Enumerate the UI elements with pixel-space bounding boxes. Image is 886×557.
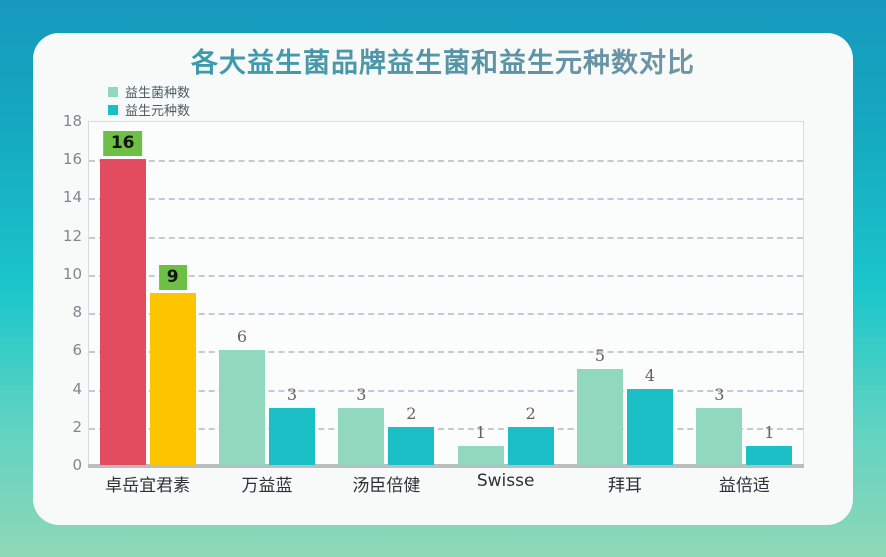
bars-layer: 16 9 6 3 3 2 1 2 5 4 3 1	[88, 121, 804, 465]
bar[interactable]: 5	[577, 346, 623, 465]
bar[interactable]: 3	[696, 385, 743, 465]
bar-value-label: 1	[764, 422, 775, 442]
bar-value-label: 4	[644, 365, 656, 385]
bar[interactable]: 2	[507, 404, 554, 465]
gridline	[89, 198, 803, 201]
y-axis-tick-label: 6	[72, 341, 82, 360]
legend-label: 益生菌种数	[125, 86, 191, 101]
bar-value-label: 3	[286, 384, 298, 404]
x-axis-tick-label: 卓岳宜君素	[105, 476, 191, 496]
bar-value-label: 5	[594, 346, 606, 366]
bar[interactable]: 4	[627, 366, 673, 465]
legend-item-1[interactable]: 益生菌种数	[108, 83, 191, 101]
bar[interactable]: 6	[219, 327, 265, 465]
bar-value-label: 16	[102, 131, 143, 157]
x-axis-tick-label: 拜耳	[608, 476, 642, 496]
bar-value-label: 2	[406, 403, 417, 423]
y-axis-tick-label: 16	[62, 150, 82, 169]
gridline	[89, 389, 803, 392]
gridline	[89, 274, 803, 277]
page-title: 各大益生菌品牌益生菌和益生元种数对比	[33, 41, 853, 80]
chart-legend: 益生菌种数益生元种数	[108, 83, 190, 119]
plot-area	[88, 121, 804, 465]
gridline	[89, 236, 803, 239]
chart-card: 各大益生菌品牌益生菌和益生元种数对比 益生菌种数 益生元种数 0 2 4 6 8 10 12 1…	[33, 33, 853, 525]
y-axis-tick-label: 8	[72, 303, 82, 322]
x-axis-tick-label: 汤臣倍健	[352, 476, 421, 496]
axis-baseline	[88, 464, 804, 468]
x-axis: 卓岳宜君素 万益蓝 汤臣倍健 Swisse 拜耳 益倍适	[88, 471, 804, 505]
gridline	[89, 313, 803, 316]
y-axis-tick-label: 10	[62, 264, 82, 283]
legend-swatch-icon	[108, 86, 118, 97]
bar-value-label: 1	[475, 422, 486, 442]
bar[interactable]: 1	[457, 423, 504, 465]
bar-value-label: 2	[525, 403, 536, 423]
gridline	[89, 427, 803, 430]
y-axis-tick-label: 18	[62, 112, 82, 130]
y-axis: 0 2 4 6 8 10 12 14 16 18	[38, 112, 82, 474]
x-axis-tick-label: Swisse	[476, 471, 535, 491]
bar-value-label: 3	[714, 384, 725, 404]
legend-item-2[interactable]: 益生元种数	[108, 101, 191, 119]
bar-value-label: 6	[236, 327, 248, 347]
legend-label: 益生元种数	[125, 104, 191, 119]
bar[interactable]: 9	[149, 265, 196, 465]
bar[interactable]: 1	[746, 423, 793, 465]
y-axis-tick-label: 12	[62, 226, 82, 245]
bar[interactable]: 3	[338, 385, 385, 465]
bar[interactable]: 16	[99, 131, 146, 465]
bar[interactable]: 3	[269, 385, 315, 465]
y-axis-tick-label: 4	[72, 379, 82, 398]
x-axis-tick-label: 益倍适	[718, 476, 770, 496]
y-axis-tick-label: 0	[72, 456, 82, 474]
x-axis-tick-label: 万益蓝	[241, 476, 293, 496]
legend-swatch-icon	[108, 104, 118, 115]
y-axis-tick-label: 2	[72, 417, 82, 436]
bar-value-label: 9	[158, 265, 187, 290]
bar-value-label: 3	[356, 384, 367, 404]
y-axis-tick-label: 14	[62, 188, 82, 207]
bar-group: 16 9	[99, 121, 196, 465]
gridline	[89, 351, 803, 354]
gridline	[89, 160, 803, 163]
bar[interactable]: 2	[388, 404, 435, 465]
